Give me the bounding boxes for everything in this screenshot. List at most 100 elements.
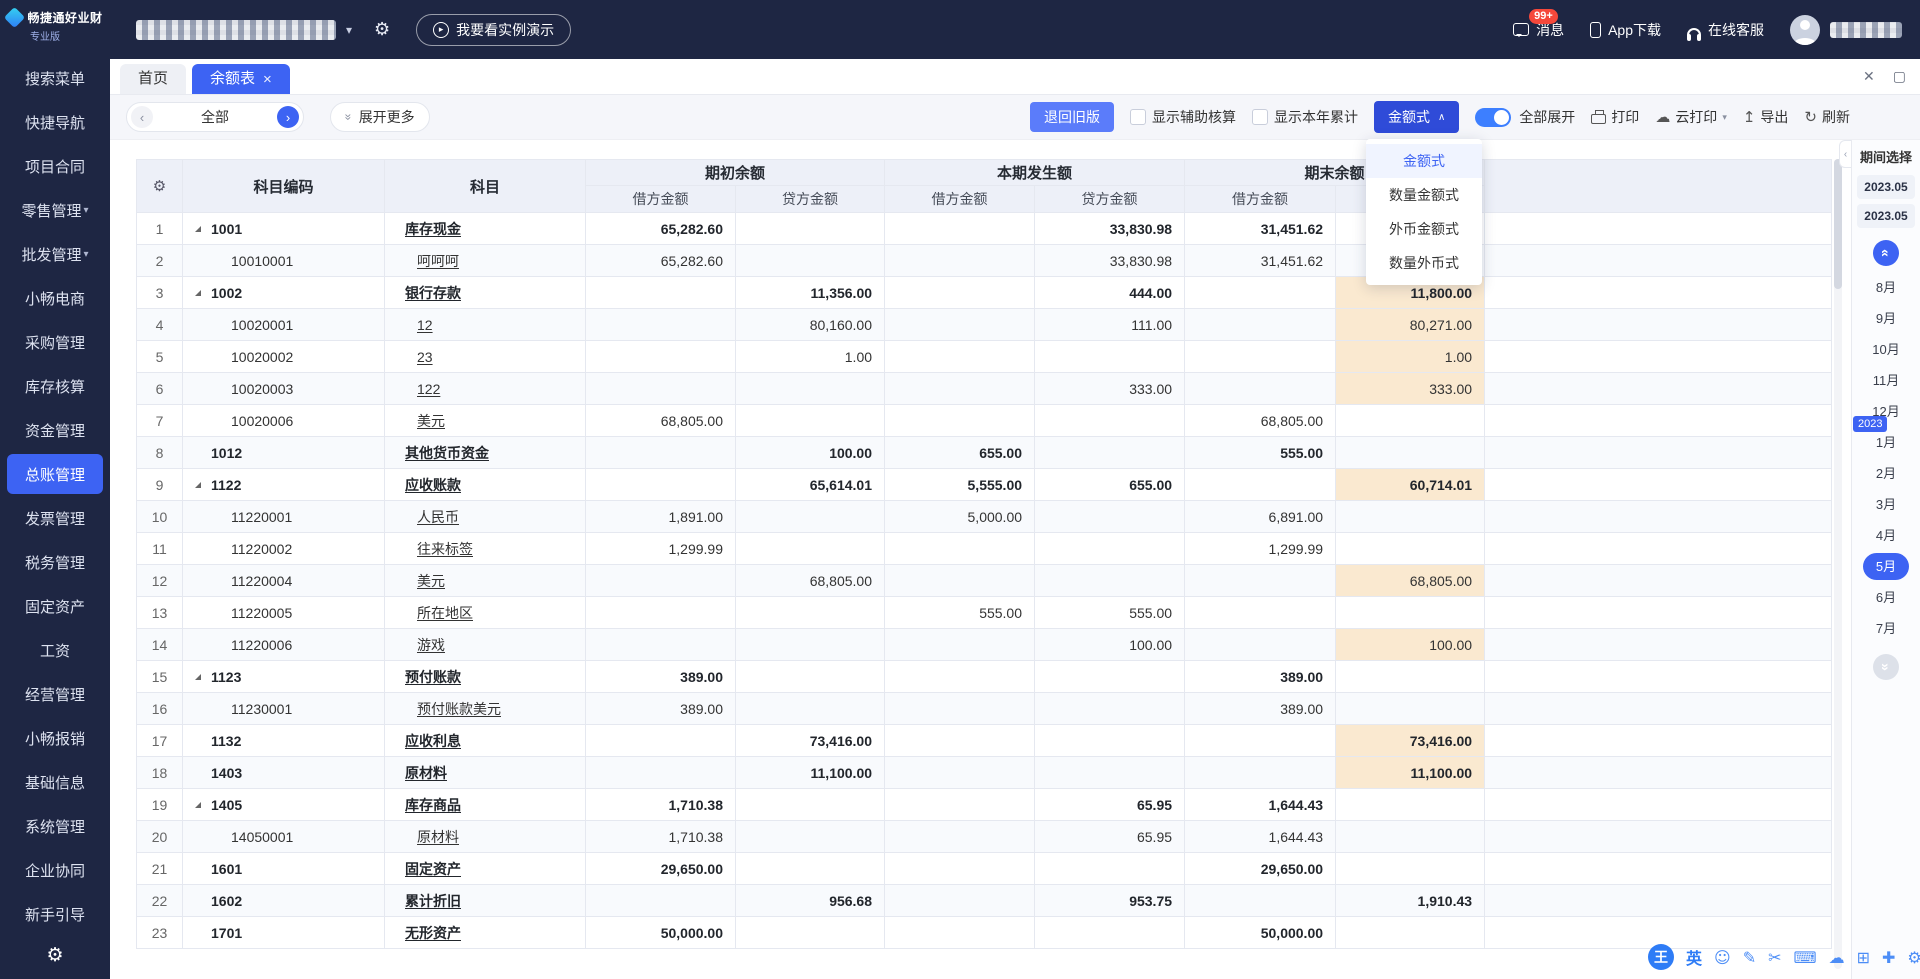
table-row[interactable]: 18 1403 原材料 11,100.00 11,100.00 xyxy=(136,756,1833,789)
account-link[interactable]: 呵呵呵 xyxy=(417,252,459,269)
table-row[interactable]: 21 1601 固定资产 29,650.00 29,650.00 xyxy=(136,852,1833,885)
table-row[interactable]: 15 1123 预付账款 389.00 389.00 xyxy=(136,660,1833,693)
account-link[interactable]: 美元 xyxy=(417,572,445,589)
demo-button[interactable]: ▸ 我要看实例演示 xyxy=(416,13,572,46)
emoji-icon[interactable]: ☺ xyxy=(1714,947,1731,967)
account-link[interactable]: 固定资产 xyxy=(405,860,461,877)
account-link[interactable]: 23 xyxy=(417,348,433,365)
account-link[interactable]: 所在地区 xyxy=(417,604,473,621)
scissors-icon[interactable]: ✂ xyxy=(1768,947,1782,967)
export-button[interactable]: ↥ 导出 xyxy=(1743,107,1789,127)
table-row[interactable]: 20 14050001 原材料 1,710.38 65.95 1,644.43 xyxy=(136,820,1833,853)
back-to-old-version-button[interactable]: 退回旧版 xyxy=(1029,102,1114,132)
table-row[interactable]: 8 1012 其他货币资金 100.00 655.00 555.00 xyxy=(136,436,1833,469)
refresh-button[interactable]: ↻ 刷新 xyxy=(1804,107,1850,127)
expand-toggle-icon[interactable] xyxy=(195,290,201,296)
period-to[interactable]: 2023.05 xyxy=(1857,204,1915,228)
account-link[interactable]: 应收账款 xyxy=(405,476,461,493)
table-row[interactable]: 5 10020002 23 1.00 1.00 xyxy=(136,340,1833,373)
month-item[interactable]: 5月 xyxy=(1863,553,1909,580)
table-row[interactable]: 16 11230001 预付账款美元 389.00 389.00 xyxy=(136,692,1833,725)
style-menu-item[interactable]: 数量金额式 xyxy=(1388,187,1459,203)
expand-toggle-icon[interactable] xyxy=(195,802,201,808)
sidebar-item[interactable]: 总账管理 xyxy=(7,454,103,494)
account-link[interactable]: 原材料 xyxy=(405,764,447,781)
account-link[interactable]: 银行存款 xyxy=(405,284,461,301)
company-selector[interactable]: ▾ xyxy=(136,19,352,40)
plus-icon[interactable]: ✚ xyxy=(1882,947,1896,967)
topbar-settings-icon[interactable]: ⚙ xyxy=(374,19,391,39)
style-menu-item[interactable]: 外币金额式 xyxy=(1388,221,1459,237)
table-row[interactable]: 13 11220005 所在地区 555.00 555.00 xyxy=(136,596,1833,629)
amount-style-button[interactable]: 金额式 ∧ xyxy=(1373,101,1460,133)
month-item[interactable]: 3月 xyxy=(1875,497,1897,512)
sidebar-item[interactable]: 固定资产 xyxy=(0,584,110,628)
online-support-button[interactable]: 在线客服 xyxy=(1687,20,1764,41)
expand-toggle-icon[interactable] xyxy=(195,674,201,680)
account-link[interactable]: 人民币 xyxy=(417,508,459,525)
sidebar-item[interactable]: 税务管理 xyxy=(0,540,110,584)
sidebar-item[interactable]: 新手引导 xyxy=(0,892,110,936)
table-row[interactable]: 12 11220004 美元 68,805.00 68,805.00 xyxy=(136,564,1833,597)
table-row[interactable]: 7 10020006 美元 68,805.00 68,805.00 xyxy=(136,404,1833,437)
table-row[interactable]: 9 1122 应收账款 65,614.01 5,555.00 655.00 60,714.0… xyxy=(136,468,1833,501)
sidebar-settings-icon[interactable]: ⚙ xyxy=(46,945,64,966)
sidebar-item[interactable]: 基础信息 xyxy=(0,760,110,804)
sidebar-item[interactable]: 系统管理 xyxy=(0,804,110,848)
close-tab-icon[interactable]: × xyxy=(263,70,272,88)
account-link[interactable]: 美元 xyxy=(417,412,445,429)
sidebar-item[interactable]: 发票管理 xyxy=(0,496,110,540)
month-item[interactable]: 7月 xyxy=(1875,621,1897,636)
sidebar-item[interactable]: 经营管理 xyxy=(0,672,110,716)
account-link[interactable]: 游戏 xyxy=(417,636,445,653)
scroll-left-icon[interactable]: ‹ xyxy=(131,106,153,128)
month-item[interactable]: 2月 xyxy=(1875,466,1897,481)
month-item[interactable]: 12月 xyxy=(1872,404,1900,419)
settings-icon[interactable]: ⚙ xyxy=(1907,947,1920,967)
sidebar-item[interactable]: 资金管理 xyxy=(0,408,110,452)
month-item[interactable]: 6月 xyxy=(1875,590,1897,605)
collapse-panel-tab[interactable]: ‹ xyxy=(1839,140,1851,168)
account-link[interactable]: 12 xyxy=(417,316,433,333)
table-row[interactable]: 4 10020001 12 80,160.00 111.00 80,271.00 xyxy=(136,308,1833,341)
account-link[interactable]: 累计折旧 xyxy=(405,892,461,909)
account-link[interactable]: 库存商品 xyxy=(405,796,461,813)
table-row[interactable]: 23 1701 无形资产 50,000.00 50,000.00 xyxy=(136,916,1833,949)
expand-more-button[interactable]: » 展开更多 xyxy=(330,102,430,132)
pen-icon[interactable]: ✎ xyxy=(1742,947,1757,967)
sidebar-item[interactable]: 小畅电商 xyxy=(0,276,110,320)
scroll-down-button[interactable]: » xyxy=(1873,654,1899,680)
sidebar-item[interactable]: 采购管理 xyxy=(0,320,110,364)
fullscreen-icon[interactable]: ▢ xyxy=(1892,68,1906,84)
app-download-button[interactable]: App下载 xyxy=(1590,20,1661,40)
month-item[interactable]: 8月 xyxy=(1875,280,1897,295)
show-auxiliary-checkbox[interactable]: 显示辅助核算 xyxy=(1129,107,1236,127)
table-row[interactable]: 17 1132 应收利息 73,416.00 73,416.00 xyxy=(136,724,1833,757)
sidebar-item[interactable]: 搜索菜单 xyxy=(0,56,110,100)
expand-all-toggle[interactable] xyxy=(1475,107,1512,127)
month-item[interactable]: 4月 xyxy=(1875,528,1897,543)
sidebar-item[interactable]: 小畅报销 xyxy=(0,716,110,760)
sidebar-item[interactable]: 企业协同 xyxy=(0,848,110,892)
month-item[interactable]: 10月 xyxy=(1872,342,1900,357)
month-item[interactable]: 1月 xyxy=(1875,435,1897,450)
table-row[interactable]: 11 11220002 往来标签 1,299.99 1,299.99 xyxy=(136,532,1833,565)
scroll-up-button[interactable]: « xyxy=(1873,240,1899,266)
print-button[interactable]: 打印 xyxy=(1591,107,1639,127)
expand-toggle-icon[interactable] xyxy=(195,226,201,232)
account-link[interactable]: 预付账款美元 xyxy=(417,700,501,717)
sidebar-item[interactable]: 快捷导航 xyxy=(0,100,110,144)
account-link[interactable]: 无形资产 xyxy=(405,924,461,941)
account-link[interactable]: 往来标签 xyxy=(417,540,473,557)
table-row[interactable]: 3 1002 银行存款 11,356.00 444.00 11,800.00 xyxy=(136,276,1833,309)
style-menu-item[interactable]: 数量外币式 xyxy=(1388,255,1459,271)
period-from[interactable]: 2023.05 xyxy=(1857,175,1915,199)
account-link[interactable]: 原材料 xyxy=(417,828,459,845)
expand-toggle-icon[interactable] xyxy=(195,482,201,488)
month-item[interactable]: 9月 xyxy=(1875,311,1897,326)
ime-language-indicator[interactable]: 英 xyxy=(1686,951,1703,968)
sidebar-item[interactable]: 批发管理 ▾ xyxy=(0,232,110,276)
scroll-right-icon[interactable]: › xyxy=(277,106,299,128)
tab-balance-sheet[interactable]: 余额表 × xyxy=(192,64,290,94)
sidebar-item[interactable]: 零售管理 ▾ xyxy=(0,188,110,232)
